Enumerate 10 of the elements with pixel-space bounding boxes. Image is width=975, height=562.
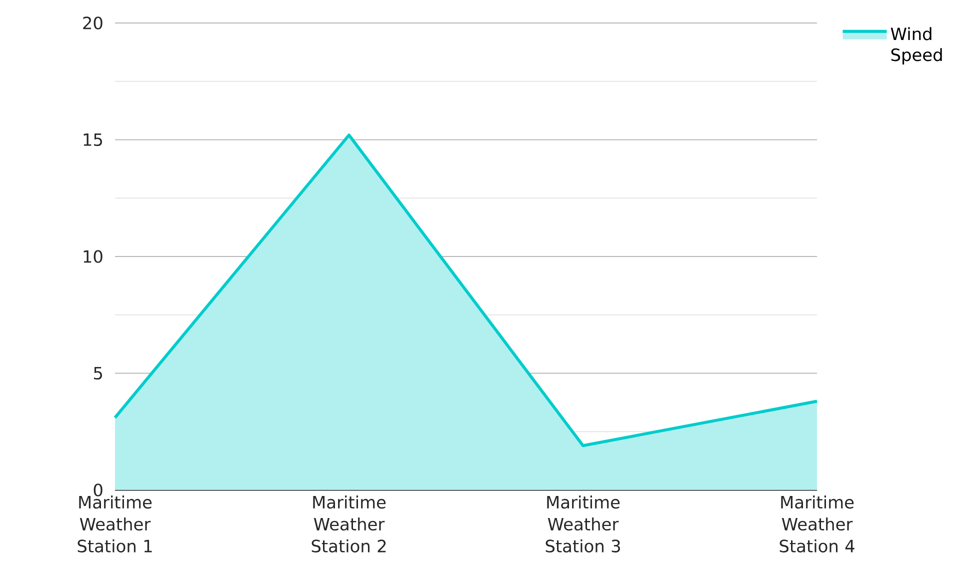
y-tick-label: 10	[84, 250, 102, 263]
y-tick-label: 0	[94, 484, 102, 496]
x-tick-label: Maritime Weather Station 2	[312, 496, 386, 552]
x-tick-label: Maritime Weather Station 4	[780, 496, 854, 552]
y-tick-label: 20	[83, 16, 102, 30]
legend-label: Wind Speed	[890, 27, 942, 64]
y-tick-label: 15	[84, 133, 102, 146]
y-tick-label: 5	[94, 366, 102, 380]
x-tick-label: Maritime Weather Station 3	[546, 496, 620, 552]
x-tick-label: Maritime Weather Station 1	[78, 496, 152, 552]
